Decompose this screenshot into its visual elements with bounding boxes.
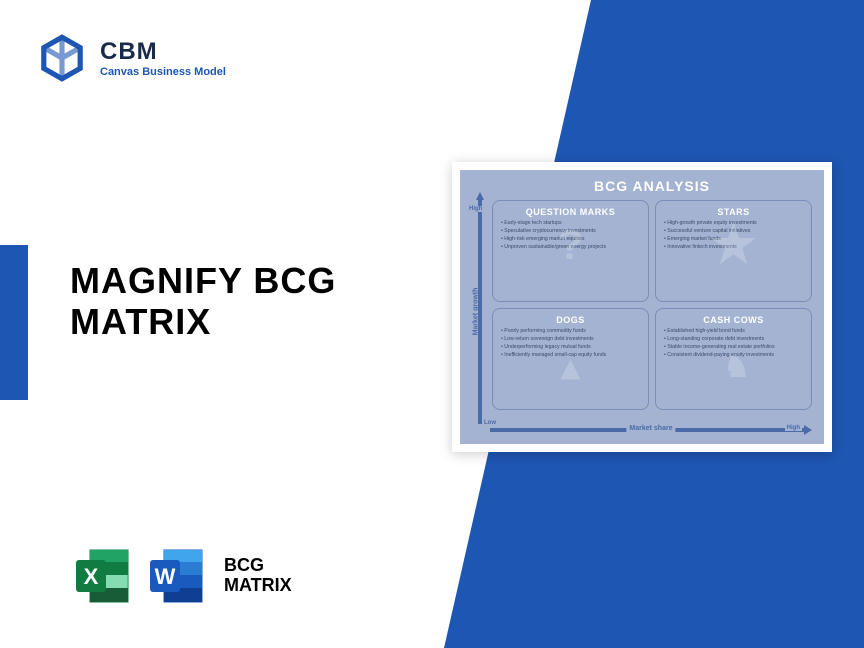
- x-high-label: High: [785, 425, 802, 431]
- title-line-1: MAGNIFY BCG: [70, 260, 336, 301]
- list-item: Early-stage tech startups: [501, 220, 640, 226]
- excel-icon: X: [70, 544, 134, 608]
- svg-text:X: X: [84, 564, 99, 589]
- list-item: Long-standing corporate debt investments: [664, 336, 803, 342]
- list-item: Inefficiently managed small-cap equity f…: [501, 352, 640, 358]
- brand-subtitle: Canvas Business Model: [100, 66, 226, 78]
- cell-title: CASH COWS: [664, 315, 803, 325]
- list-item: Unproven sustainable/green energy projec…: [501, 244, 640, 250]
- cell-title: QUESTION MARKS: [501, 207, 640, 217]
- page-title: MAGNIFY BCG MATRIX: [70, 260, 336, 343]
- icon-label: BCG MATRIX: [224, 556, 292, 596]
- brand-title: CBM: [100, 38, 226, 66]
- svg-text:W: W: [155, 564, 176, 589]
- brand-header: CBM Canvas Business Model: [36, 32, 226, 84]
- list-item: Successful venture capital initiatives: [664, 228, 803, 234]
- list-item: High-risk emerging market equities: [501, 236, 640, 242]
- cell-title: STARS: [664, 207, 803, 217]
- list-item: Innovative fintech investments: [664, 244, 803, 250]
- cbm-logo-icon: [36, 32, 88, 84]
- list-item: Poorly performing commodity funds: [501, 328, 640, 334]
- y-axis-label: Market growth: [472, 288, 479, 336]
- title-line-2: MATRIX: [70, 301, 211, 342]
- y-high-label: High: [468, 206, 483, 212]
- accent-bar: [0, 245, 28, 400]
- list-item: Emerging market funds: [664, 236, 803, 242]
- list-item: Speculative cryptocurrency investments: [501, 228, 640, 234]
- file-icons-row: X W BCG MATRIX: [70, 544, 292, 608]
- icon-label-line-2: MATRIX: [224, 575, 292, 595]
- x-axis: Market share High: [490, 426, 812, 438]
- list-item: Consistent dividend-paying equity invest…: [664, 352, 803, 358]
- quadrant-dogs: ▲ DOGS Poorly performing commodity funds…: [492, 308, 649, 410]
- icon-label-line-1: BCG: [224, 555, 264, 575]
- bcg-title: BCG ANALYSIS: [492, 178, 812, 194]
- quadrant-cash-cows: ♞ CASH COWS Established high-yield bond …: [655, 308, 812, 410]
- word-icon: W: [144, 544, 208, 608]
- x-axis-label: Market share: [626, 425, 675, 432]
- bcg-grid: ? QUESTION MARKS Early-stage tech startu…: [492, 200, 812, 410]
- list-item: Low-return sovereign debt investments: [501, 336, 640, 342]
- list-item: Established high-yield bond funds: [664, 328, 803, 334]
- list-item: Underperforming legacy mutual funds: [501, 344, 640, 350]
- quadrant-stars: ★ STARS High-growth private equity inves…: [655, 200, 812, 302]
- cell-title: DOGS: [501, 315, 640, 325]
- bcg-matrix-card: BCG ANALYSIS High Market growth Low ? QU…: [452, 162, 832, 452]
- y-axis: High Market growth Low: [470, 192, 486, 424]
- quadrant-question-marks: ? QUESTION MARKS Early-stage tech startu…: [492, 200, 649, 302]
- list-item: High-growth private equity investments: [664, 220, 803, 226]
- list-item: Stable income-generating real estate por…: [664, 344, 803, 350]
